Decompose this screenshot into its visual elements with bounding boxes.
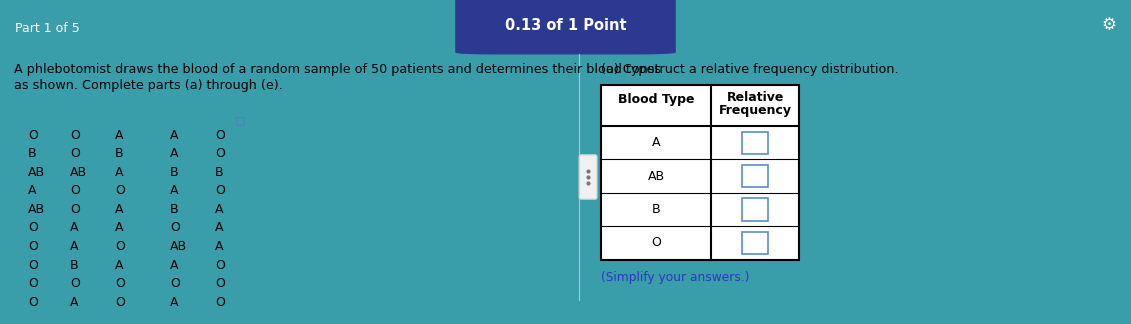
Text: AB: AB bbox=[170, 240, 187, 253]
Text: O: O bbox=[170, 222, 180, 235]
Text: A: A bbox=[115, 222, 123, 235]
Text: O: O bbox=[170, 277, 180, 290]
Text: O: O bbox=[70, 129, 80, 142]
Text: □: □ bbox=[235, 115, 245, 125]
Text: B: B bbox=[70, 259, 79, 272]
Text: O: O bbox=[70, 277, 80, 290]
Text: A: A bbox=[115, 259, 123, 272]
Text: A: A bbox=[170, 147, 179, 160]
Text: B: B bbox=[115, 147, 123, 160]
Text: O: O bbox=[70, 147, 80, 160]
Text: O: O bbox=[215, 129, 225, 142]
Text: O: O bbox=[651, 236, 661, 249]
Text: A phlebotomist draws the blood of a random sample of 50 patients and determines : A phlebotomist draws the blood of a rand… bbox=[14, 63, 662, 76]
Text: A: A bbox=[28, 184, 36, 197]
Text: A: A bbox=[70, 296, 78, 309]
Text: A: A bbox=[115, 203, 123, 216]
FancyBboxPatch shape bbox=[579, 155, 597, 199]
Text: Relative: Relative bbox=[726, 91, 784, 104]
Text: Blood Type: Blood Type bbox=[618, 93, 694, 106]
Text: A: A bbox=[170, 184, 179, 197]
Text: A: A bbox=[215, 203, 224, 216]
Text: 0.13 of 1 Point: 0.13 of 1 Point bbox=[504, 18, 627, 33]
Text: A: A bbox=[170, 129, 179, 142]
Bar bbox=[742, 198, 768, 221]
Text: O: O bbox=[28, 240, 37, 253]
Text: Frequency: Frequency bbox=[718, 104, 792, 117]
Text: O: O bbox=[28, 277, 37, 290]
Text: (Simplify your answers.): (Simplify your answers.) bbox=[601, 271, 750, 284]
Text: O: O bbox=[28, 296, 37, 309]
Text: ⚙: ⚙ bbox=[1102, 16, 1116, 34]
Text: B: B bbox=[170, 203, 179, 216]
Text: AB: AB bbox=[648, 169, 665, 182]
FancyBboxPatch shape bbox=[455, 0, 676, 54]
Text: O: O bbox=[115, 277, 124, 290]
Text: B: B bbox=[215, 166, 224, 179]
Text: B: B bbox=[28, 147, 36, 160]
Text: O: O bbox=[215, 277, 225, 290]
Text: O: O bbox=[215, 184, 225, 197]
Bar bbox=[742, 132, 768, 154]
Text: A: A bbox=[651, 136, 661, 149]
Text: A: A bbox=[215, 222, 224, 235]
Text: O: O bbox=[115, 184, 124, 197]
Text: A: A bbox=[115, 129, 123, 142]
Text: A: A bbox=[70, 240, 78, 253]
Text: AB: AB bbox=[28, 203, 45, 216]
Text: (a) Construct a relative frequency distribution.: (a) Construct a relative frequency distr… bbox=[601, 63, 899, 76]
Bar bbox=[742, 165, 768, 187]
Text: O: O bbox=[115, 240, 124, 253]
Text: A: A bbox=[170, 259, 179, 272]
Text: as shown. Complete parts (a) through (e).: as shown. Complete parts (a) through (e)… bbox=[14, 79, 283, 92]
Text: O: O bbox=[28, 259, 37, 272]
Text: B: B bbox=[170, 166, 179, 179]
Text: O: O bbox=[28, 129, 37, 142]
Text: O: O bbox=[115, 296, 124, 309]
Text: O: O bbox=[215, 147, 225, 160]
Text: O: O bbox=[70, 203, 80, 216]
Text: O: O bbox=[70, 184, 80, 197]
Bar bbox=[742, 232, 768, 254]
Text: AB: AB bbox=[70, 166, 87, 179]
Text: O: O bbox=[28, 222, 37, 235]
Text: O: O bbox=[215, 259, 225, 272]
Text: A: A bbox=[70, 222, 78, 235]
Text: A: A bbox=[115, 166, 123, 179]
Text: Part 1 of 5: Part 1 of 5 bbox=[15, 22, 79, 36]
Text: O: O bbox=[215, 296, 225, 309]
Text: B: B bbox=[651, 203, 661, 216]
Text: A: A bbox=[215, 240, 224, 253]
Text: A: A bbox=[170, 296, 179, 309]
Text: AB: AB bbox=[28, 166, 45, 179]
Bar bbox=[601, 85, 800, 260]
